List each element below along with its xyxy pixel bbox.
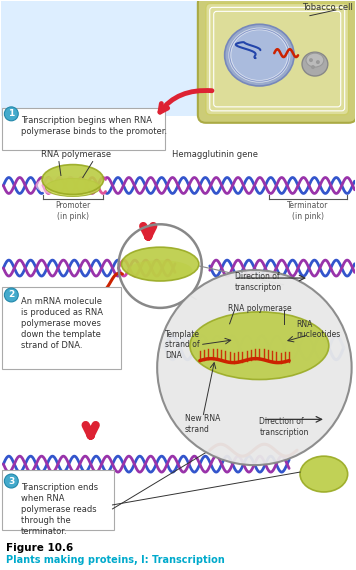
FancyBboxPatch shape: [198, 0, 356, 123]
Text: Direction of
transcripton: Direction of transcripton: [235, 272, 282, 292]
Ellipse shape: [36, 176, 90, 196]
Ellipse shape: [157, 270, 352, 465]
Circle shape: [309, 58, 313, 62]
Ellipse shape: [306, 53, 324, 67]
Text: New RNA
strand: New RNA strand: [185, 414, 220, 434]
Text: RNA polymerase: RNA polymerase: [41, 149, 111, 158]
Ellipse shape: [225, 25, 294, 86]
Text: Transcription begins when RNA
polymerase binds to the promoter.: Transcription begins when RNA polymerase…: [21, 116, 167, 136]
Text: Terminator
(in pink): Terminator (in pink): [287, 201, 329, 221]
Circle shape: [311, 65, 315, 69]
FancyBboxPatch shape: [206, 3, 349, 115]
Text: RNA
nucleotides: RNA nucleotides: [296, 320, 340, 339]
Text: Figure 10.6: Figure 10.6: [6, 543, 74, 553]
Text: Promoter
(in pink): Promoter (in pink): [55, 201, 90, 221]
Text: Direction of
transcription: Direction of transcription: [260, 417, 309, 437]
Ellipse shape: [190, 312, 329, 380]
Circle shape: [4, 107, 18, 121]
Circle shape: [4, 288, 18, 302]
Text: 2: 2: [8, 291, 15, 299]
Ellipse shape: [230, 29, 289, 81]
Text: 1: 1: [8, 109, 15, 119]
FancyBboxPatch shape: [1, 1, 355, 116]
Ellipse shape: [300, 456, 348, 492]
Circle shape: [316, 60, 320, 64]
Circle shape: [4, 474, 18, 488]
FancyBboxPatch shape: [2, 470, 114, 530]
Text: Template
strand of
DNA: Template strand of DNA: [165, 330, 200, 360]
Text: Plants making proteins, I: Transcription: Plants making proteins, I: Transcription: [6, 555, 225, 565]
Text: Tobacco cell: Tobacco cell: [302, 3, 353, 13]
Text: Transcription ends
when RNA
polymerase reads
through the
terminator.: Transcription ends when RNA polymerase r…: [21, 483, 98, 536]
Text: An mRNA molecule
is produced as RNA
polymerase moves
down the template
strand of: An mRNA molecule is produced as RNA poly…: [21, 297, 103, 351]
FancyBboxPatch shape: [2, 108, 165, 150]
Ellipse shape: [42, 165, 104, 194]
Text: RNA polymerase: RNA polymerase: [227, 304, 291, 313]
Ellipse shape: [128, 260, 192, 280]
Text: 3: 3: [8, 477, 15, 486]
Text: Hemagglutinin gene: Hemagglutinin gene: [172, 149, 258, 158]
Ellipse shape: [121, 247, 199, 281]
Ellipse shape: [302, 52, 328, 76]
FancyBboxPatch shape: [2, 287, 121, 369]
Ellipse shape: [46, 178, 100, 197]
